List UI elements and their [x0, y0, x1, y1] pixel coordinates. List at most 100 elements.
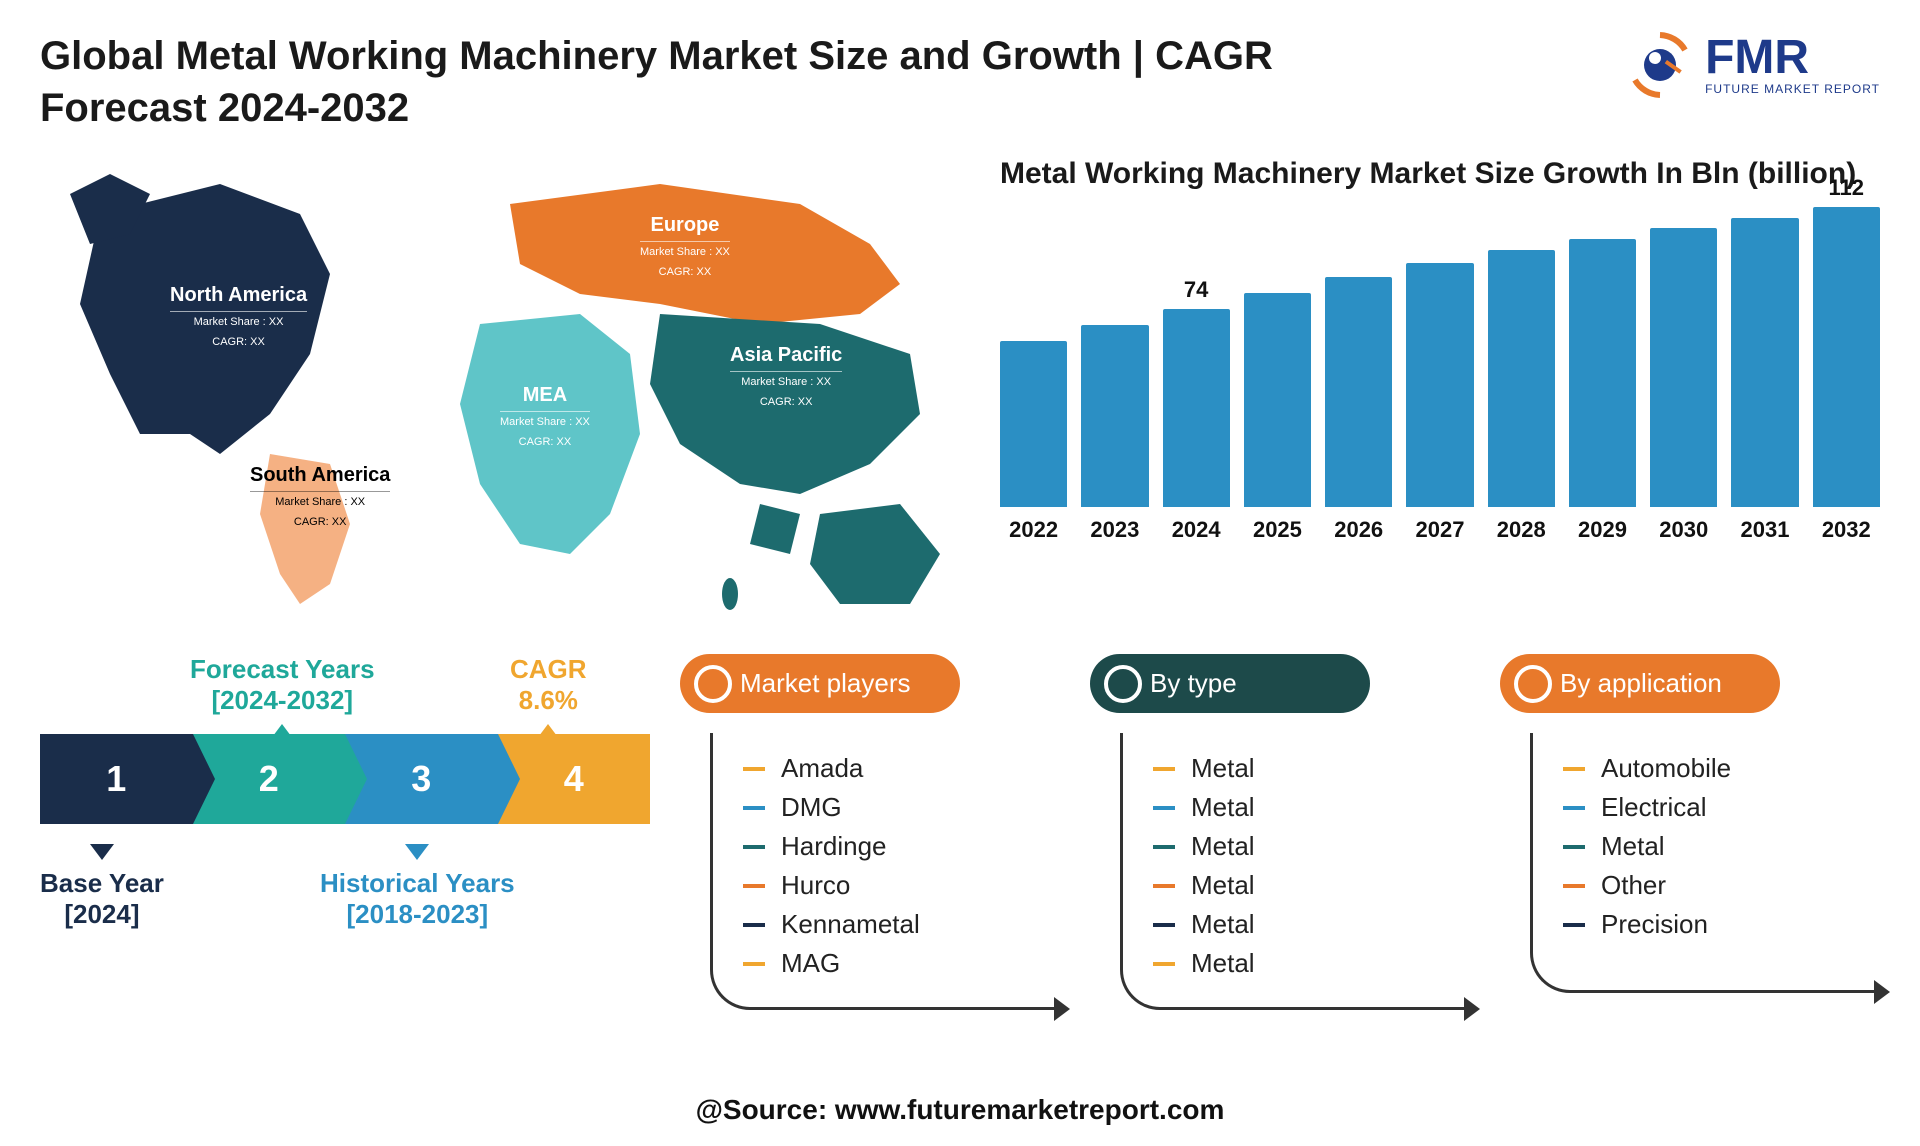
item-text: Other [1601, 870, 1666, 901]
category-item: Metal [1563, 831, 1850, 862]
tick-icon [1153, 806, 1175, 810]
arrow-down-icon [405, 844, 429, 860]
bar-value: 112 [1829, 175, 1865, 201]
header: Global Metal Working Machinery Market Si… [40, 30, 1880, 134]
item-text: MAG [781, 948, 840, 979]
base-year-label: Base Year [2024] [40, 844, 164, 930]
category-header: By type [1090, 654, 1370, 713]
historical-label: Historical Years [2018-2023] [320, 844, 515, 930]
item-text: Metal [1191, 909, 1255, 940]
item-text: Hardinge [781, 831, 887, 862]
tick-icon [1153, 884, 1175, 888]
bar-year-label: 2032 [1822, 517, 1871, 543]
category-item: MAG [743, 948, 1030, 979]
timeline-segment: 3 [345, 734, 498, 824]
region-europe: Europe Market Share : XX CAGR: XX [640, 214, 730, 278]
tick-icon [1563, 767, 1585, 771]
tick-icon [1563, 845, 1585, 849]
category-item: Metal [1153, 909, 1440, 940]
bar-year-label: 2029 [1578, 517, 1627, 543]
bar-year-label: 2023 [1090, 517, 1139, 543]
bar-col: 2030 [1650, 196, 1717, 543]
tick-icon [1153, 962, 1175, 966]
timeline-bottom-labels: Base Year [2024] Historical Years [2018-… [40, 844, 650, 944]
category-item: Other [1563, 870, 1850, 901]
bar-year-label: 2022 [1009, 517, 1058, 543]
bar-year-label: 2026 [1334, 517, 1383, 543]
category-item: Metal [1153, 792, 1440, 823]
middle-row: North America Market Share : XX CAGR: XX… [40, 154, 1880, 614]
by-application-column: By application Automobile Electrical Metal O… [1500, 654, 1880, 993]
category-body: Metal Metal Metal Metal Metal Metal [1120, 733, 1470, 1010]
category-item: Metal [1153, 870, 1440, 901]
tick-icon [1563, 884, 1585, 888]
bar-col: 2031 [1731, 186, 1798, 543]
item-text: Kennametal [781, 909, 920, 940]
item-text: Metal [1191, 753, 1255, 784]
bar [1569, 239, 1636, 507]
bar-year-label: 2031 [1741, 517, 1790, 543]
bar [1650, 228, 1717, 507]
bar [1163, 309, 1230, 507]
category-item: Amada [743, 753, 1030, 784]
tick-icon [743, 767, 765, 771]
category-item: Electrical [1563, 792, 1850, 823]
tick-icon [1563, 923, 1585, 927]
timeline-segment: 2 [193, 734, 346, 824]
timeline: Forecast Years [2024-2032] CAGR 8.6% 123… [40, 654, 650, 944]
item-text: Metal [1191, 831, 1255, 862]
logo-main: FMR [1705, 34, 1880, 82]
bar-col: 2023 [1081, 293, 1148, 543]
logo-icon [1625, 30, 1695, 100]
tick-icon [1563, 806, 1585, 810]
forecast-label: Forecast Years [2024-2032] [190, 654, 375, 740]
logo-text: FMR FUTURE MARKET REPORT [1705, 34, 1880, 96]
cagr-label: CAGR 8.6% [510, 654, 587, 740]
category-item: Precision [1563, 909, 1850, 940]
item-text: Metal [1191, 792, 1255, 823]
item-text: Automobile [1601, 753, 1731, 784]
bar-col: 2027 [1406, 231, 1473, 543]
page-title: Global Metal Working Machinery Market Si… [40, 30, 1440, 134]
tick-icon [743, 884, 765, 888]
bar-col: 74 2024 [1163, 277, 1230, 543]
region-south-america: South America Market Share : XX CAGR: XX [250, 464, 390, 528]
world-map: North America Market Share : XX CAGR: XX… [40, 154, 960, 614]
arrow-down-icon [90, 844, 114, 860]
item-text: Metal [1601, 831, 1665, 862]
category-header: By application [1500, 654, 1780, 713]
source-text: @Source: www.futuremarketreport.com [696, 1094, 1225, 1126]
bar [1081, 325, 1148, 507]
tick-icon [743, 845, 765, 849]
bar [1813, 207, 1880, 507]
category-item: Metal [1153, 753, 1440, 784]
category-item: Hurco [743, 870, 1030, 901]
bar-chart: Metal Working Machinery Market Size Grow… [1000, 154, 1880, 614]
timeline-segment: 1 [40, 734, 193, 824]
category-item: Automobile [1563, 753, 1850, 784]
logo-sub: FUTURE MARKET REPORT [1705, 82, 1880, 96]
bar [1000, 341, 1067, 507]
timeline-segment: 4 [498, 734, 651, 824]
item-text: Metal [1191, 870, 1255, 901]
tick-icon [743, 923, 765, 927]
bar-col: 2025 [1244, 261, 1311, 543]
item-text: Precision [1601, 909, 1708, 940]
region-asia-pacific: Asia Pacific Market Share : XX CAGR: XX [730, 344, 842, 408]
category-item: Hardinge [743, 831, 1030, 862]
fmr-logo: FMR FUTURE MARKET REPORT [1625, 30, 1880, 100]
bar-col: 2022 [1000, 309, 1067, 543]
item-text: Metal [1191, 948, 1255, 979]
tick-icon [743, 806, 765, 810]
bar-year-label: 2028 [1497, 517, 1546, 543]
item-text: Electrical [1601, 792, 1706, 823]
bar-value: 74 [1184, 277, 1208, 303]
bar-col: 112 2032 [1813, 175, 1880, 543]
category-item: DMG [743, 792, 1030, 823]
region-north-america: North America Market Share : XX CAGR: XX [170, 284, 307, 348]
category-body: Amada DMG Hardinge Hurco Kennametal MAG [710, 733, 1060, 1010]
category-item: Metal [1153, 948, 1440, 979]
bar [1406, 263, 1473, 507]
region-mea: MEA Market Share : XX CAGR: XX [500, 384, 590, 448]
bar-year-label: 2024 [1172, 517, 1221, 543]
